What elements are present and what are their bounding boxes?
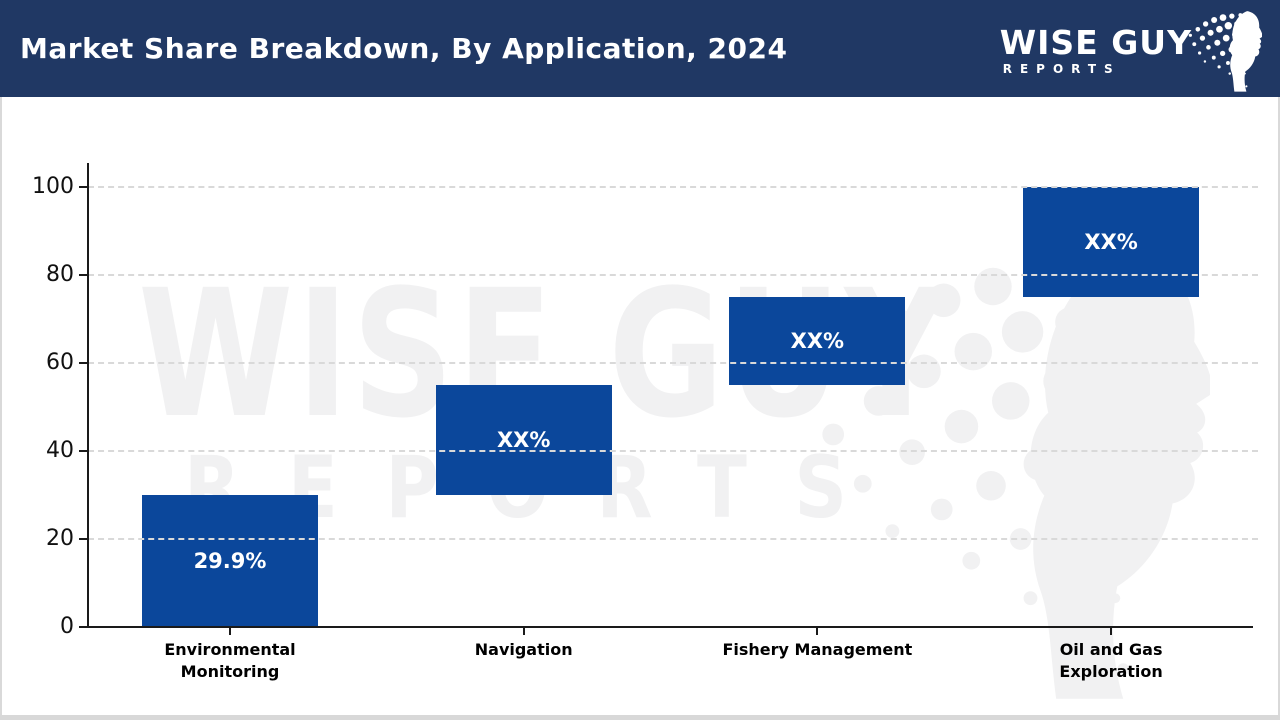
- y-tick-mark: [79, 274, 87, 276]
- y-tick-label: 0: [60, 614, 74, 639]
- y-tick-label: 100: [32, 174, 74, 199]
- bar-value-label: XX%: [790, 329, 845, 353]
- y-tick-label: 80: [46, 262, 74, 287]
- y-tick-mark: [79, 450, 87, 452]
- brand-subtitle: REPORTS: [1002, 61, 1121, 76]
- x-tick-mark: [229, 627, 231, 635]
- y-tick-mark: [79, 538, 87, 540]
- x-category-label: Navigation: [474, 640, 573, 659]
- y-tick-mark: [79, 626, 87, 628]
- x-tick-mark: [1110, 627, 1113, 635]
- x-category-label: Oil and Gas Exploration: [1059, 640, 1163, 681]
- brand-name: WISE GUY: [999, 22, 1192, 62]
- page-title: Market Share Breakdown, By Application, …: [20, 32, 788, 65]
- y-tick-label: 40: [46, 438, 74, 463]
- bar-segment: [142, 495, 318, 627]
- gridline-20: [88, 538, 1258, 540]
- brand-head-dots-icon: [1184, 8, 1262, 92]
- y-axis-line: [87, 163, 89, 628]
- x-axis-line: [87, 626, 1253, 628]
- brand-logo-text: WISE GUY REPORTS: [1000, 26, 1192, 75]
- gridline-100: [88, 186, 1258, 188]
- bar-value-label: XX%: [1084, 230, 1138, 254]
- bar-value-label: XX%: [496, 428, 551, 453]
- x-tick-mark: [816, 627, 819, 635]
- x-tick-mark: [522, 627, 525, 635]
- frame-edge-left: [0, 97, 2, 720]
- y-tick-mark: [79, 362, 87, 364]
- bar-value-label: 29.9%: [193, 549, 267, 574]
- y-tick-label: 20: [46, 526, 74, 551]
- frame-edge-right: [1278, 97, 1280, 720]
- gridline-80: [88, 274, 1258, 276]
- bar-segment: [435, 385, 612, 496]
- frame-edge-bottom: [0, 715, 1280, 720]
- y-tick-label: 60: [46, 350, 74, 375]
- x-category-label: Environmental Monitoring: [164, 640, 296, 681]
- y-tick-mark: [79, 186, 87, 188]
- x-category-label: Fishery Management: [722, 640, 913, 659]
- gridline-60: [88, 362, 1258, 364]
- brand-logo: WISE GUY REPORTS: [1000, 6, 1262, 94]
- header-bar: Market Share Breakdown, By Application, …: [0, 0, 1280, 97]
- gridline-40: [88, 450, 1258, 452]
